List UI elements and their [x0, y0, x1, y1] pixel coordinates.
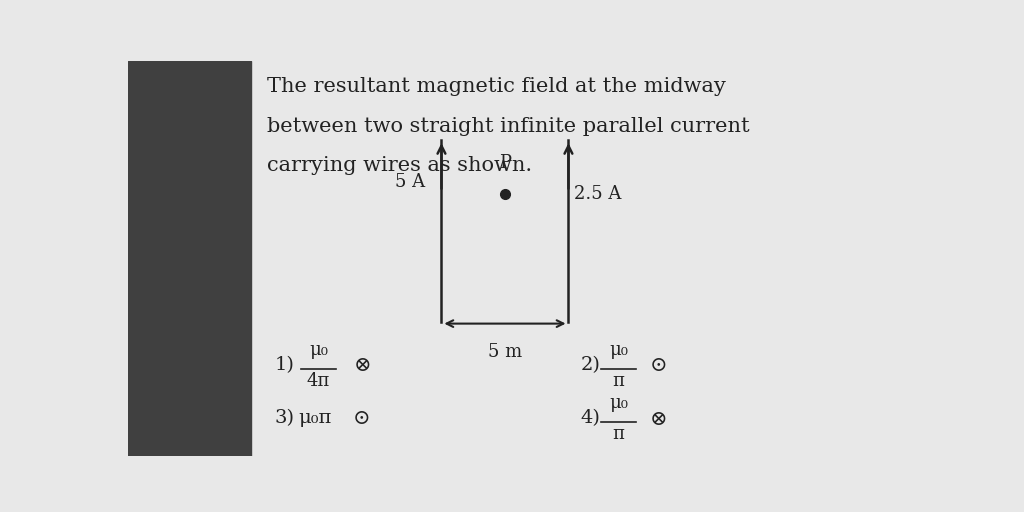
Text: 5 m: 5 m: [487, 344, 522, 361]
Text: ⊗: ⊗: [354, 356, 372, 375]
Text: 5 A: 5 A: [395, 173, 426, 190]
Text: ⊗: ⊗: [650, 410, 668, 429]
Text: 2.5 A: 2.5 A: [574, 184, 622, 203]
Text: between two straight infinite parallel current: between two straight infinite parallel c…: [267, 117, 750, 136]
Text: π: π: [612, 372, 625, 390]
Text: μ₀π: μ₀π: [299, 409, 332, 427]
Text: μ₀: μ₀: [309, 341, 328, 359]
Text: 2): 2): [581, 356, 600, 374]
Text: π: π: [612, 425, 625, 443]
Text: P: P: [499, 154, 511, 172]
Text: 3): 3): [274, 409, 295, 427]
Text: 4): 4): [581, 409, 600, 427]
Text: The resultant magnetic field at the midway: The resultant magnetic field at the midw…: [267, 77, 726, 96]
Text: ⊙: ⊙: [352, 409, 370, 428]
Text: carrying wires as shown.: carrying wires as shown.: [267, 156, 532, 175]
Text: μ₀: μ₀: [609, 394, 628, 412]
Text: 1): 1): [274, 356, 295, 374]
Text: μ₀: μ₀: [609, 341, 628, 359]
Text: 4π: 4π: [307, 372, 330, 390]
Text: ⊙: ⊙: [650, 356, 668, 375]
Bar: [128, 61, 251, 456]
